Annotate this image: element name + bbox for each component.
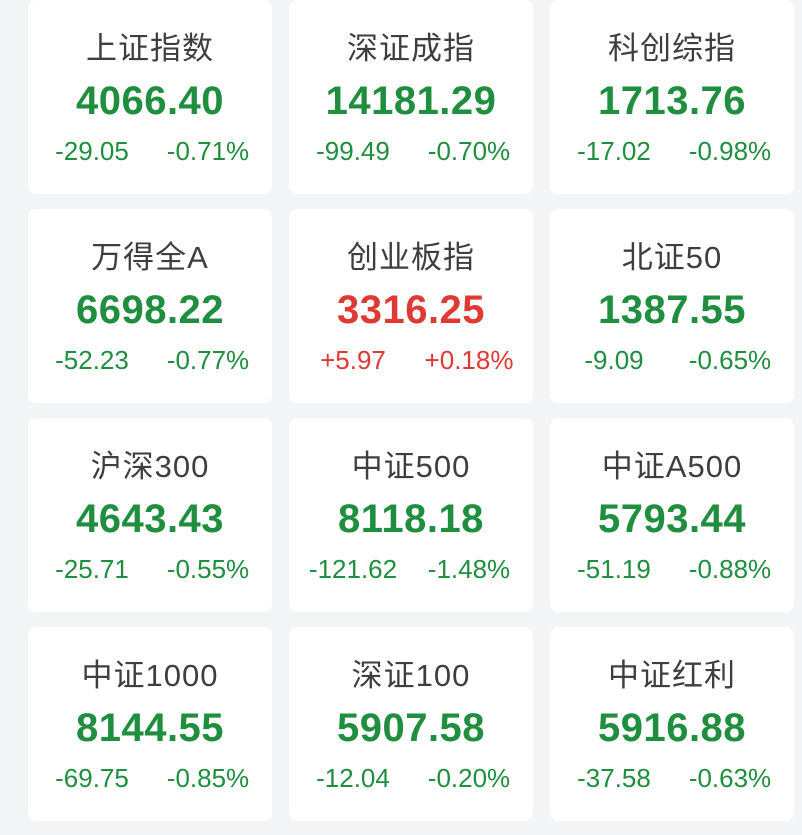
index-change-row: -25.71 -0.55% — [34, 548, 266, 590]
index-card-zhongzheng-hongli[interactable]: 中证红利 5916.88 -37.58 -0.63% — [550, 627, 794, 821]
index-change-row: -99.49 -0.70% — [295, 130, 527, 172]
index-change-pct: -0.55% — [166, 554, 250, 584]
index-change: -12.04 — [316, 763, 390, 793]
index-change: -121.62 — [308, 554, 398, 584]
index-value: 14181.29 — [325, 79, 497, 123]
index-change-pct: +0.18% — [424, 345, 514, 375]
index-change-row: -37.58 -0.63% — [556, 757, 788, 799]
index-change-row: -69.75 -0.85% — [34, 757, 266, 799]
index-change: -25.71 — [55, 554, 129, 584]
index-change-row: -51.19 -0.88% — [556, 548, 788, 590]
index-card-wande-quana[interactable]: 万得全A 6698.22 -52.23 -0.77% — [28, 209, 272, 403]
index-value: 8144.55 — [75, 706, 225, 750]
index-name: 中证A500 — [601, 449, 743, 484]
index-change: -9.09 — [584, 345, 644, 375]
index-name: 深证100 — [351, 658, 471, 693]
index-name: 创业板指 — [347, 240, 475, 275]
index-card-shenzheng100[interactable]: 深证100 5907.58 -12.04 -0.20% — [289, 627, 533, 821]
index-name: 上证指数 — [86, 31, 214, 66]
index-change: +5.97 — [320, 345, 386, 375]
index-change-row: -29.05 -0.71% — [34, 130, 266, 172]
index-change-pct: -0.88% — [688, 554, 772, 584]
index-change-row: +5.97 +0.18% — [295, 339, 527, 381]
index-change: -17.02 — [577, 136, 651, 166]
index-change-row: -9.09 -0.65% — [556, 339, 788, 381]
index-change-pct: -0.85% — [166, 763, 250, 793]
index-card-zhongzheng-a500[interactable]: 中证A500 5793.44 -51.19 -0.88% — [550, 418, 794, 612]
index-change: -29.05 — [55, 136, 129, 166]
index-card-zhongzheng1000[interactable]: 中证1000 8144.55 -69.75 -0.85% — [28, 627, 272, 821]
index-change-pct: -1.48% — [427, 554, 511, 584]
index-value: 5916.88 — [597, 706, 747, 750]
index-value: 1387.55 — [597, 288, 747, 332]
index-value: 3316.25 — [336, 288, 486, 332]
index-card-shangzheng[interactable]: 上证指数 4066.40 -29.05 -0.71% — [28, 0, 272, 194]
index-change-row: -121.62 -1.48% — [295, 548, 527, 590]
index-value: 4643.43 — [75, 497, 225, 541]
index-name: 深证成指 — [347, 31, 475, 66]
index-card-kechuang-zongzhi[interactable]: 科创综指 1713.76 -17.02 -0.98% — [550, 0, 794, 194]
index-change: -37.58 — [577, 763, 651, 793]
index-name: 万得全A — [91, 240, 209, 275]
index-change-row: -52.23 -0.77% — [34, 339, 266, 381]
index-value: 5793.44 — [597, 497, 747, 541]
index-change: -69.75 — [55, 763, 129, 793]
index-change: -99.49 — [316, 136, 390, 166]
index-change-pct: -0.70% — [427, 136, 511, 166]
index-value: 1713.76 — [597, 79, 747, 123]
index-change: -51.19 — [577, 554, 651, 584]
index-change-pct: -0.71% — [166, 136, 250, 166]
index-card-hushen300[interactable]: 沪深300 4643.43 -25.71 -0.55% — [28, 418, 272, 612]
index-name: 中证1000 — [81, 658, 219, 693]
index-change-row: -17.02 -0.98% — [556, 130, 788, 172]
index-card-beizheng50[interactable]: 北证50 1387.55 -9.09 -0.65% — [550, 209, 794, 403]
index-value: 4066.40 — [75, 79, 225, 123]
index-value: 5907.58 — [336, 706, 486, 750]
index-value: 8118.18 — [338, 497, 484, 541]
index-name: 中证500 — [351, 449, 471, 484]
index-name: 中证红利 — [608, 658, 736, 693]
index-grid: 上证指数 4066.40 -29.05 -0.71% 深证成指 14181.29… — [28, 0, 794, 821]
index-change-pct: -0.20% — [427, 763, 511, 793]
index-change-row: -12.04 -0.20% — [295, 757, 527, 799]
index-change-pct: -0.63% — [688, 763, 772, 793]
index-card-chuangyeban[interactable]: 创业板指 3316.25 +5.97 +0.18% — [289, 209, 533, 403]
index-card-zhongzheng500[interactable]: 中证500 8118.18 -121.62 -1.48% — [289, 418, 533, 612]
index-change: -52.23 — [55, 345, 129, 375]
index-value: 6698.22 — [75, 288, 225, 332]
index-card-shenzheng-chengzhi[interactable]: 深证成指 14181.29 -99.49 -0.70% — [289, 0, 533, 194]
index-change-pct: -0.77% — [166, 345, 250, 375]
index-change-pct: -0.98% — [688, 136, 772, 166]
index-change-pct: -0.65% — [688, 345, 772, 375]
index-name: 北证50 — [621, 240, 723, 275]
index-name: 科创综指 — [608, 31, 736, 66]
index-name: 沪深300 — [90, 449, 210, 484]
